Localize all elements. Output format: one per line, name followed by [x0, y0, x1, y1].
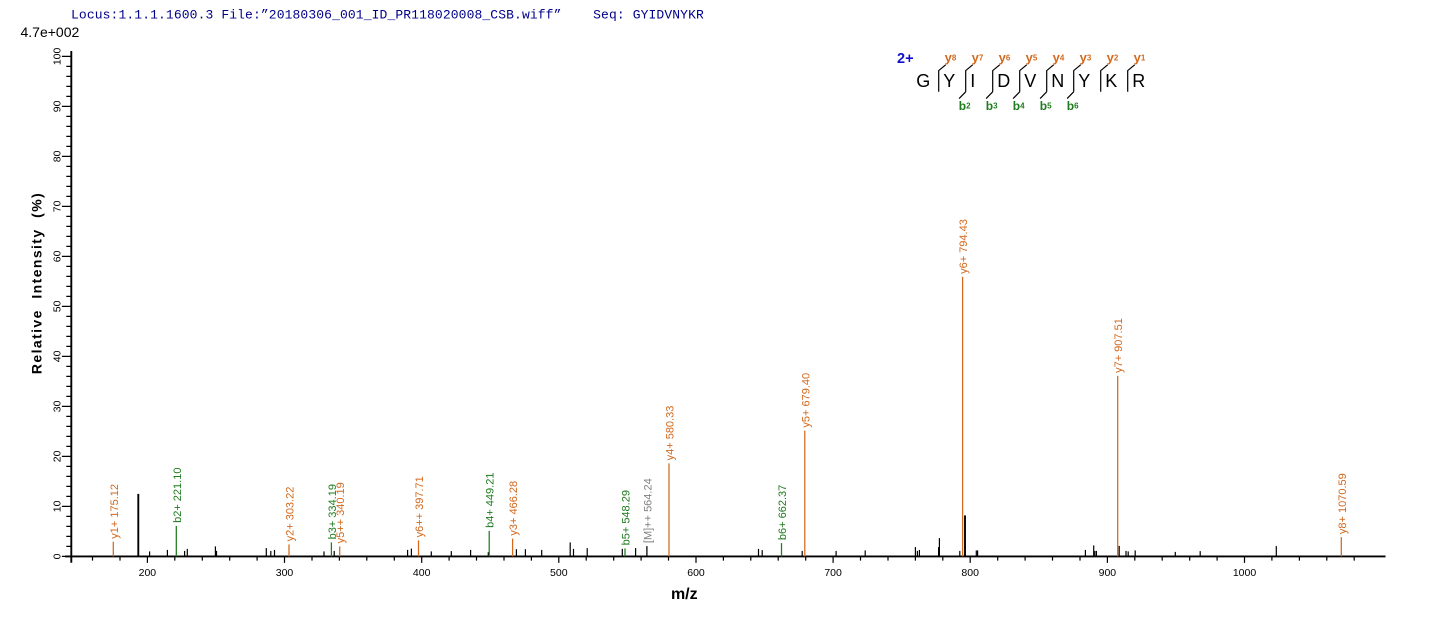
svg-text:2+: 2+	[897, 51, 914, 67]
svg-text:0: 0	[52, 553, 64, 559]
svg-text:y4+ 580.33: y4+ 580.33	[665, 406, 677, 461]
svg-text:y5++ 340.19: y5++ 340.19	[335, 482, 347, 543]
svg-text:G: G	[916, 71, 930, 91]
svg-text:b3: b3	[986, 99, 998, 113]
svg-text:600: 600	[687, 567, 705, 579]
svg-text:y8+ 1070.59: y8+ 1070.59	[1337, 473, 1349, 534]
svg-text:y3+ 466.28: y3+ 466.28	[508, 481, 520, 536]
svg-text:y2+ 303.22: y2+ 303.22	[285, 487, 297, 542]
svg-text:900: 900	[1099, 567, 1117, 579]
svg-text:Y: Y	[1078, 71, 1090, 91]
svg-text:b2: b2	[959, 99, 971, 113]
svg-text:I: I	[970, 71, 975, 91]
svg-text:300: 300	[276, 567, 294, 579]
svg-text:4.7e+002: 4.7e+002	[21, 24, 80, 40]
svg-text:b6+ 662.37: b6+ 662.37	[777, 485, 789, 540]
svg-text:50: 50	[52, 300, 64, 312]
svg-text:800: 800	[961, 567, 979, 579]
svg-text:Locus:1.1.1.1600.3 File:”20180: Locus:1.1.1.1600.3 File:”20180306_001_ID…	[71, 8, 704, 23]
svg-text:y1: y1	[1134, 50, 1146, 65]
svg-text:y4: y4	[1053, 50, 1065, 65]
svg-text:500: 500	[550, 567, 568, 579]
svg-text:y6++ 397.71: y6++ 397.71	[414, 476, 426, 537]
svg-text:y5: y5	[1026, 50, 1038, 65]
svg-text:100: 100	[52, 47, 64, 65]
svg-text:y1+ 175.12: y1+ 175.12	[109, 484, 121, 539]
svg-text:Relative Intensity (%): Relative Intensity (%)	[28, 192, 44, 374]
svg-text:20: 20	[52, 450, 64, 462]
svg-text:200: 200	[139, 567, 157, 579]
svg-text:700: 700	[824, 567, 842, 579]
svg-text:10: 10	[52, 500, 64, 512]
svg-text:b5+ 548.29: b5+ 548.29	[621, 490, 633, 545]
svg-text:K: K	[1105, 71, 1117, 91]
svg-text:b4: b4	[1013, 99, 1025, 113]
svg-text:60: 60	[52, 250, 64, 262]
svg-text:b6: b6	[1067, 99, 1079, 113]
svg-text:y2: y2	[1107, 50, 1119, 65]
svg-text:y7: y7	[972, 50, 984, 65]
svg-text:y6: y6	[999, 50, 1011, 65]
svg-text:m/z: m/z	[671, 586, 698, 603]
svg-text:y7+ 907.51: y7+ 907.51	[1113, 318, 1125, 373]
svg-text:y3: y3	[1080, 50, 1092, 65]
svg-text:b4+ 449.21: b4+ 449.21	[485, 473, 497, 528]
svg-text:y5+ 679.40: y5+ 679.40	[800, 373, 812, 428]
svg-text:70: 70	[52, 200, 64, 212]
svg-text:N: N	[1051, 71, 1064, 91]
svg-text:1000: 1000	[1233, 567, 1257, 579]
svg-text:40: 40	[52, 350, 64, 362]
svg-text:y6+ 794.43: y6+ 794.43	[958, 219, 970, 274]
svg-text:400: 400	[413, 567, 431, 579]
svg-text:90: 90	[52, 100, 64, 112]
svg-text:V: V	[1024, 71, 1036, 91]
svg-text:y8: y8	[945, 50, 957, 65]
svg-text:R: R	[1132, 71, 1145, 91]
svg-text:80: 80	[52, 150, 64, 162]
svg-text:D: D	[997, 71, 1010, 91]
svg-text:b2+ 221.10: b2+ 221.10	[172, 468, 184, 523]
svg-text:b3+ 334.19: b3+ 334.19	[327, 484, 339, 539]
svg-text:b5: b5	[1040, 99, 1052, 113]
svg-text:Y: Y	[943, 71, 955, 91]
svg-text:30: 30	[52, 400, 64, 412]
svg-text:[M]++ 564.24: [M]++ 564.24	[642, 478, 654, 543]
